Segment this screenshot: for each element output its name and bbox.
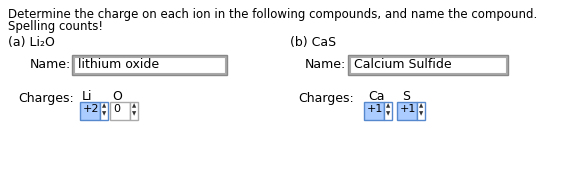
FancyBboxPatch shape [80, 102, 100, 120]
Text: (a) Li₂O: (a) Li₂O [8, 36, 55, 49]
FancyBboxPatch shape [72, 55, 227, 75]
Text: Determine the charge on each ion in the following compounds, and name the compou: Determine the charge on each ion in the … [8, 8, 537, 21]
Text: Calcium Sulfide: Calcium Sulfide [354, 58, 452, 71]
FancyBboxPatch shape [348, 55, 508, 75]
Text: +1: +1 [367, 104, 384, 114]
Text: ▲: ▲ [385, 103, 390, 108]
Text: O: O [112, 90, 122, 103]
FancyBboxPatch shape [100, 102, 108, 120]
FancyBboxPatch shape [384, 102, 392, 120]
Text: +1: +1 [400, 104, 416, 114]
Text: ▲: ▲ [131, 103, 136, 108]
Text: ▼: ▼ [385, 111, 390, 116]
Text: lithium oxide: lithium oxide [78, 58, 159, 71]
Text: Charges:: Charges: [298, 92, 354, 105]
Text: Ca: Ca [368, 90, 385, 103]
Text: +2: +2 [83, 104, 100, 114]
Text: Name:: Name: [305, 58, 346, 71]
Text: ▼: ▼ [101, 111, 106, 116]
Text: ▲: ▲ [419, 103, 423, 108]
FancyBboxPatch shape [397, 102, 417, 120]
FancyBboxPatch shape [110, 102, 130, 120]
FancyBboxPatch shape [417, 102, 425, 120]
Text: S: S [402, 90, 410, 103]
FancyBboxPatch shape [74, 57, 225, 73]
FancyBboxPatch shape [350, 57, 506, 73]
Text: Name:: Name: [30, 58, 71, 71]
Text: ▲: ▲ [101, 103, 106, 108]
FancyBboxPatch shape [364, 102, 384, 120]
Text: Charges:: Charges: [18, 92, 74, 105]
Text: Spelling counts!: Spelling counts! [8, 20, 103, 33]
Text: ▼: ▼ [419, 111, 423, 116]
Text: ▼: ▼ [131, 111, 136, 116]
Text: (b) CaS: (b) CaS [290, 36, 336, 49]
FancyBboxPatch shape [130, 102, 138, 120]
Text: Li: Li [82, 90, 93, 103]
Text: 0: 0 [113, 104, 120, 114]
